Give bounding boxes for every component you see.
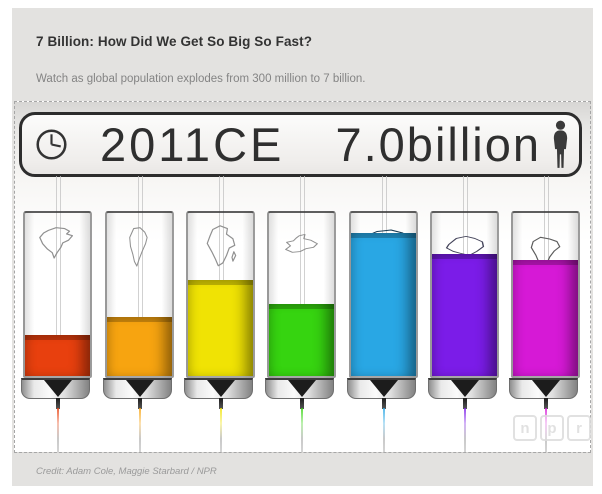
india-map-outline-icon <box>530 236 560 273</box>
drain-funnel <box>450 380 479 397</box>
pour-stream <box>543 176 549 262</box>
year-label: 2011CE <box>100 118 285 171</box>
liquid-india <box>513 260 578 376</box>
liquid-north-america <box>25 335 90 376</box>
pour-stream <box>137 176 143 319</box>
drip-stream <box>544 408 547 452</box>
page-title: 7 Billion: How Did We Get So Big So Fast… <box>36 34 313 49</box>
drip-stream <box>219 408 222 452</box>
person-silhouette-icon <box>553 120 568 168</box>
south-america-map-outline-icon <box>128 227 148 267</box>
npr-logo-p: p <box>540 415 564 441</box>
drain-tip <box>381 398 386 409</box>
drain-funnel <box>287 380 316 397</box>
drain-funnel <box>531 380 560 397</box>
year-population-hud: 2011CE 7.0billion <box>19 112 582 177</box>
media-frame: 2011CE 7.0billion <box>14 101 591 453</box>
glass-india <box>511 211 580 378</box>
npr-logo-n: n <box>513 415 537 441</box>
drain-tip <box>543 398 548 409</box>
population-label: 7.0billion <box>335 118 541 171</box>
drain-funnel <box>125 380 154 397</box>
glass-south-america <box>105 211 174 378</box>
credit-line: Credit: Adam Cole, Maggie Starbard / NPR <box>36 466 217 477</box>
liquid-africa <box>188 280 253 376</box>
glass-africa <box>186 211 255 378</box>
drip-stream <box>382 408 385 452</box>
npr-logo: n p r <box>513 415 591 441</box>
drain-tip <box>55 398 60 409</box>
drain-tip <box>299 398 304 409</box>
europe-map-outline-icon <box>284 233 318 253</box>
glass-china <box>430 211 499 378</box>
glass-europe <box>267 211 336 378</box>
liquid-china <box>432 254 497 376</box>
china-map-outline-icon <box>445 235 484 256</box>
liquid-europe <box>269 304 334 376</box>
drain-tip <box>218 398 223 409</box>
pour-stream <box>218 176 224 282</box>
drip-stream <box>463 408 466 452</box>
drain-tip <box>462 398 467 409</box>
pour-stream <box>381 176 387 235</box>
liquid-asia <box>351 233 416 376</box>
drain-funnel <box>206 380 235 397</box>
pour-stream <box>55 176 61 337</box>
glass-asia <box>349 211 418 378</box>
drain-tip <box>137 398 142 409</box>
drain-funnel <box>43 380 72 397</box>
north-america-map-outline-icon <box>38 227 73 259</box>
npr-logo-r: r <box>567 415 591 441</box>
glass-north-america <box>23 211 92 378</box>
africa-map-outline-icon <box>206 225 236 267</box>
article-panel: 7 Billion: How Did We Get So Big So Fast… <box>12 8 593 486</box>
drip-stream <box>300 408 303 452</box>
clock-icon <box>36 129 67 160</box>
pour-stream <box>299 176 305 306</box>
drip-stream <box>138 408 141 452</box>
drain-funnel <box>369 380 398 397</box>
pour-stream <box>462 176 468 256</box>
liquid-south-america <box>107 317 172 376</box>
drip-stream <box>56 408 59 452</box>
page-subtitle: Watch as global population explodes from… <box>36 73 366 85</box>
